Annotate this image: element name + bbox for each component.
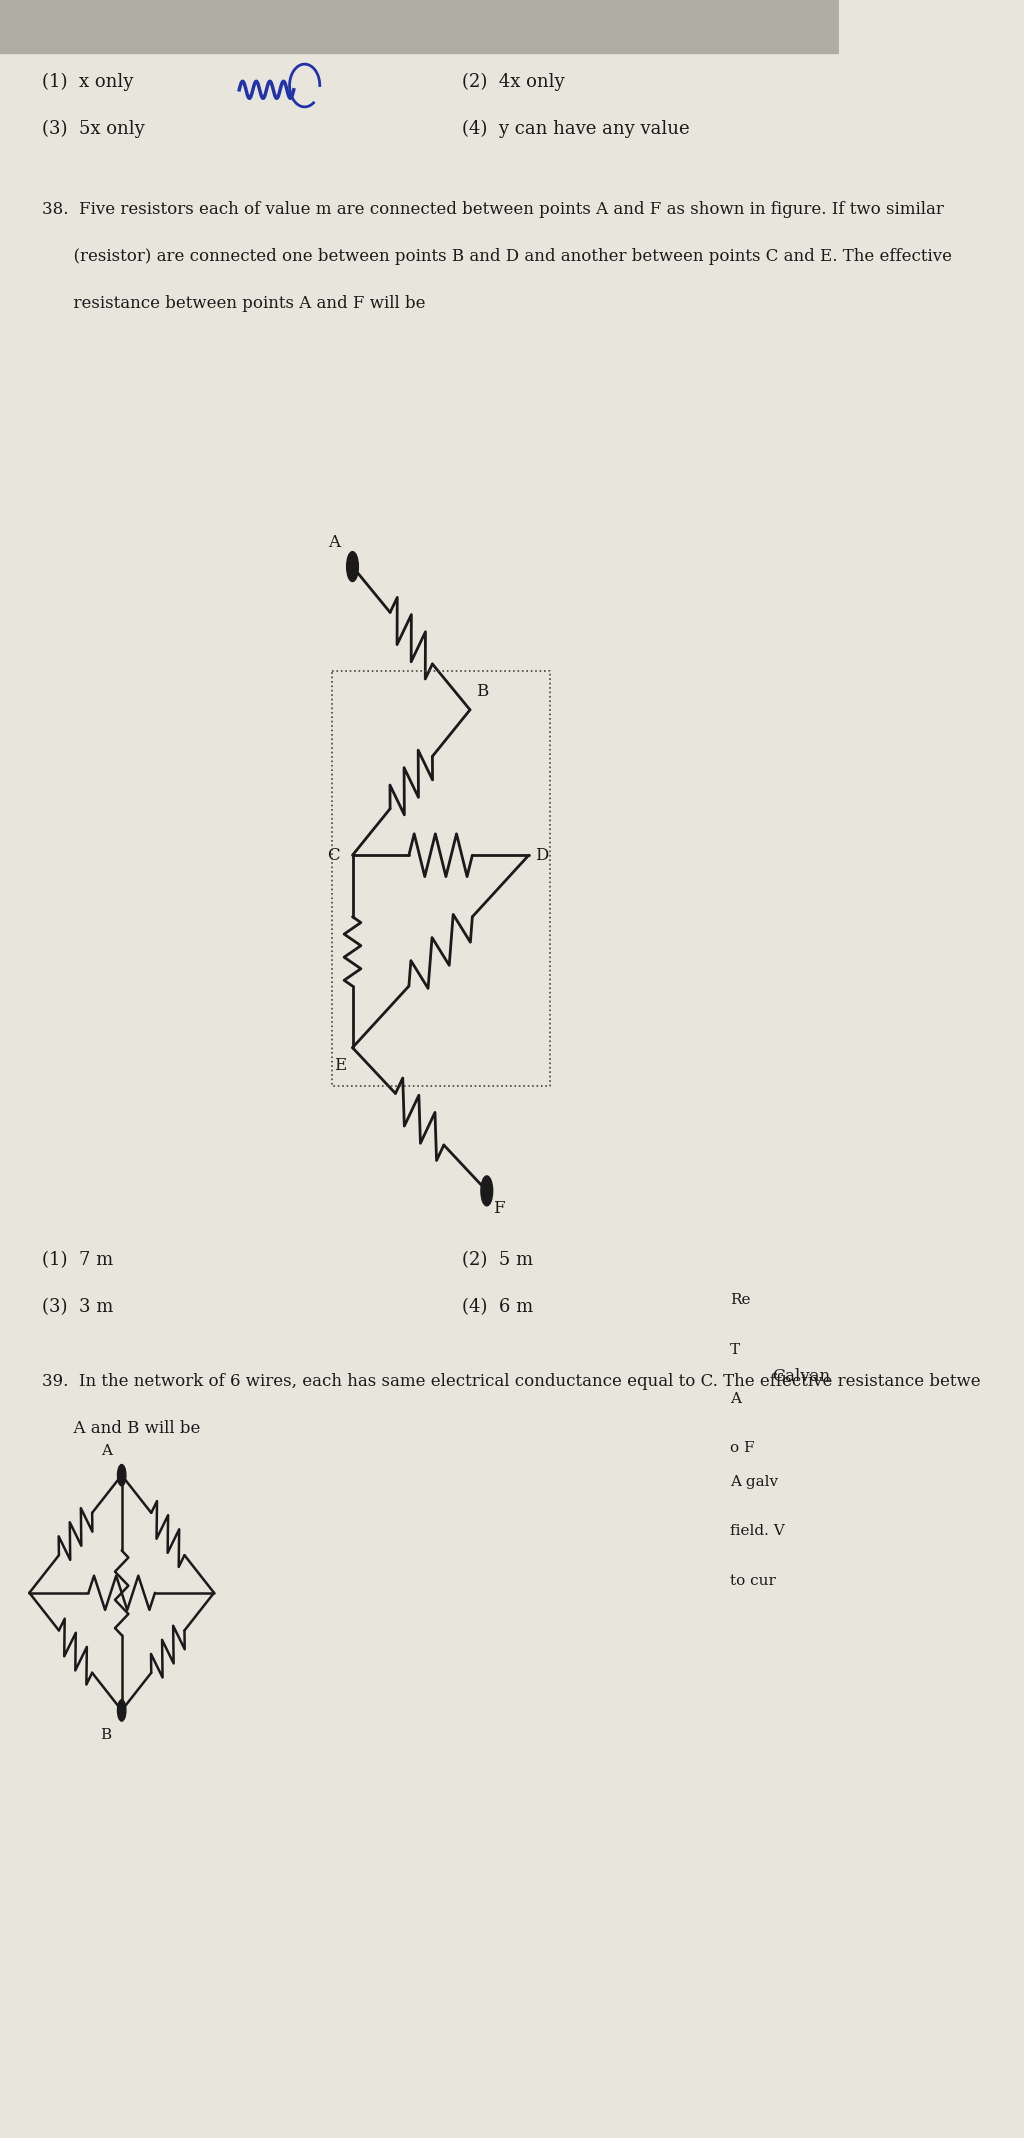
Circle shape [481, 1176, 493, 1206]
Text: (1)  x only: (1) x only [42, 73, 133, 92]
Text: (resistor) are connected one between points B and D and another between points C: (resistor) are connected one between poi… [42, 248, 952, 265]
Circle shape [118, 1700, 126, 1721]
Text: 39.  In the network of 6 wires, each has same electrical conductance equal to C.: 39. In the network of 6 wires, each has … [42, 1373, 981, 1390]
Text: (3)  5x only: (3) 5x only [42, 120, 144, 139]
Text: C: C [328, 847, 340, 864]
Text: (3)  3 m: (3) 3 m [42, 1298, 114, 1315]
Text: T: T [730, 1343, 740, 1358]
Text: A: A [328, 534, 340, 552]
Text: Re: Re [730, 1293, 751, 1308]
Text: (4)  6 m: (4) 6 m [462, 1298, 532, 1315]
Text: (4)  y can have any value: (4) y can have any value [462, 120, 689, 139]
Bar [0, 0, 840, 53]
Text: B: B [476, 684, 488, 701]
Text: A: A [100, 1443, 112, 1458]
Text: o F: o F [730, 1441, 755, 1456]
Text: to cur: to cur [730, 1574, 776, 1589]
Text: A: A [730, 1392, 741, 1407]
Text: A galv: A galv [730, 1475, 778, 1490]
Text: (2)  4x only: (2) 4x only [462, 73, 564, 92]
Text: E: E [334, 1056, 346, 1073]
Text: Galvan: Galvan [772, 1368, 830, 1385]
Text: resistance between points A and F will be: resistance between points A and F will b… [42, 295, 425, 312]
Text: 38.  Five resistors each of value m are connected between points A and F as show: 38. Five resistors each of value m are c… [42, 201, 944, 218]
Circle shape [118, 1465, 126, 1486]
Text: field. V: field. V [730, 1524, 785, 1539]
Text: (2)  5 m: (2) 5 m [462, 1251, 532, 1268]
Text: D: D [536, 847, 549, 864]
Circle shape [347, 552, 358, 582]
Text: A and B will be: A and B will be [42, 1420, 201, 1437]
Text: F: F [494, 1202, 505, 1217]
Text: B: B [100, 1728, 112, 1742]
Text: (1)  7 m: (1) 7 m [42, 1251, 114, 1268]
